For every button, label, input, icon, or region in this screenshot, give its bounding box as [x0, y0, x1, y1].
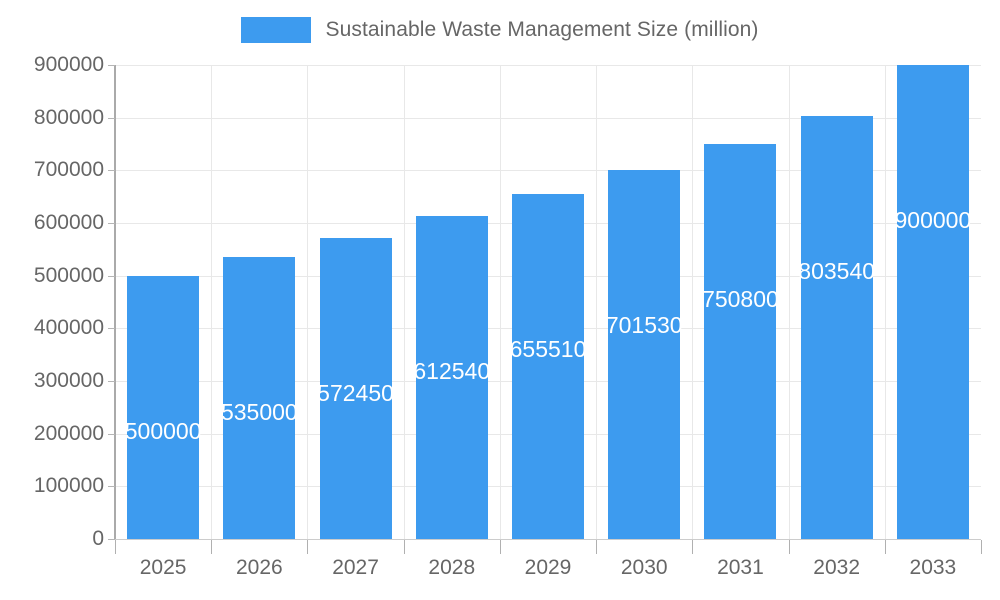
x-axis-tick-label: 2030: [620, 556, 668, 579]
y-axis-tick-mark: [108, 117, 115, 119]
x-axis-tick-mark: [596, 540, 597, 554]
gridline-horizontal: [115, 170, 981, 172]
x-axis-tick-mark: [307, 540, 308, 554]
y-axis-tick-label: 200000: [33, 421, 104, 445]
x-axis-tick-mark: [692, 540, 693, 554]
y-axis-tick-mark: [108, 223, 115, 224]
x-axis-tick-label: 2026: [235, 556, 283, 579]
bar[interactable]: [704, 143, 777, 539]
x-axis-tick-mark: [115, 540, 116, 554]
y-axis-tick-mark: [108, 486, 115, 488]
gridline-vertical: [885, 65, 886, 539]
y-axis-tick-label: 700000: [33, 158, 104, 182]
y-axis-tick-mark: [108, 381, 115, 382]
y-axis-tick-label: 800000: [33, 105, 104, 129]
x-axis-tick-label: 2032: [813, 556, 861, 579]
chart-legend: Sustainable Waste Management Size (milli…: [0, 10, 1000, 50]
y-axis-tick-label: 900000: [33, 53, 104, 76]
x-axis-tick-mark: [404, 540, 405, 554]
y-axis-tick-mark: [108, 539, 115, 540]
gridline-vertical: [307, 65, 308, 539]
bar[interactable]: [223, 257, 296, 539]
bars-layer: 500000 535000 572450 612540 655510 701530 7508…: [115, 65, 981, 539]
bar[interactable]: [319, 237, 392, 539]
x-axis-tick-label: 2029: [524, 556, 572, 579]
y-axis-tick-mark: [108, 65, 115, 66]
x-axis-tick-label: 2031: [717, 556, 764, 579]
x-axis-line: [115, 539, 981, 540]
y-axis-tick-mark: [108, 170, 115, 172]
x-axis-tick-mark: [500, 540, 501, 554]
x-axis-tick-mark: [211, 540, 212, 554]
gridline-vertical: [789, 65, 790, 539]
bar[interactable]: [800, 115, 873, 539]
y-axis-tick-label: 500000: [33, 263, 104, 287]
bar[interactable]: [127, 275, 200, 539]
x-axis-tick-mark: [885, 540, 886, 554]
y-axis-tick-mark: [108, 433, 115, 435]
y-axis-tick-label: 0: [92, 527, 104, 550]
gridline-vertical: [500, 65, 501, 539]
gridline-vertical: [692, 65, 693, 539]
legend-item-sustainable-waste-management-size[interactable]: Sustainable Waste Management Size (milli…: [241, 17, 758, 43]
y-axis-tick-label: 300000: [33, 369, 104, 392]
legend-label: Sustainable Waste Management Size (milli…: [325, 18, 759, 41]
y-axis-tick-mark: [108, 275, 115, 277]
gridline-vertical: [211, 65, 212, 539]
x-axis-tick-label: 2025: [139, 556, 187, 579]
y-axis-line: [114, 65, 116, 540]
bar[interactable]: [415, 216, 488, 539]
gridline-vertical: [596, 65, 597, 539]
bar[interactable]: [896, 65, 969, 539]
x-axis-tick-mark: [789, 540, 790, 554]
y-axis-tick-mark: [108, 328, 115, 330]
x-axis-tick-label: 2028: [428, 556, 476, 579]
bar[interactable]: [512, 193, 584, 539]
bar[interactable]: [608, 169, 681, 539]
y-axis-tick-label: 400000: [33, 316, 104, 340]
y-axis-tick-label: 100000: [33, 474, 104, 498]
x-axis-tick-mark: [981, 540, 982, 554]
x-axis-tick-label: 2027: [332, 556, 379, 579]
gridline-horizontal: [115, 117, 981, 119]
gridline-horizontal: [115, 65, 981, 66]
x-axis-tick-label: 2033: [909, 556, 957, 579]
legend-color-swatch-icon: [241, 17, 312, 43]
y-axis-tick-label: 600000: [33, 211, 104, 234]
gridline-vertical: [404, 65, 405, 539]
